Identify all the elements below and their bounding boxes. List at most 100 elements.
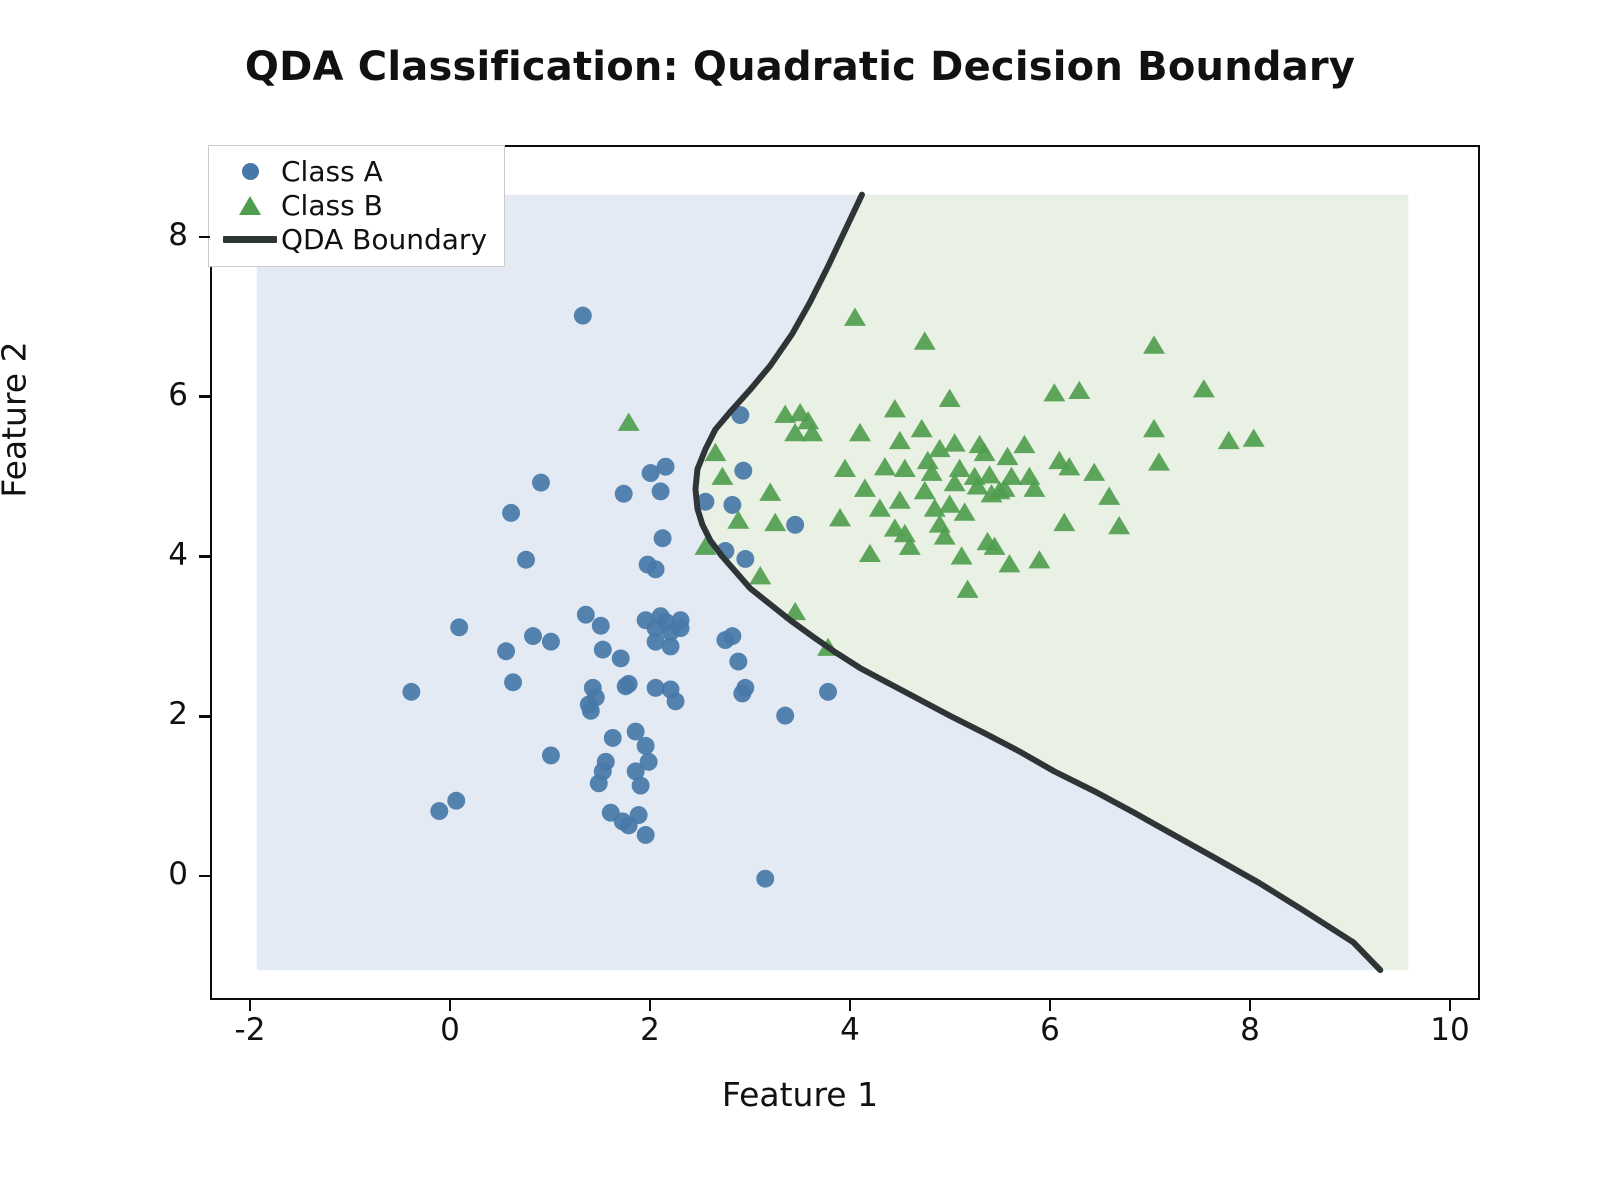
x-tick-mark — [848, 1000, 852, 1011]
data-point — [916, 450, 939, 470]
class-a-marker-icon — [219, 162, 281, 180]
x-tick-mark — [248, 1000, 252, 1011]
x-tick-label: -2 — [234, 1012, 266, 1048]
data-point — [734, 461, 753, 480]
data-point — [450, 618, 469, 637]
data-point — [1143, 418, 1165, 438]
qda-boundary-line — [692, 191, 1384, 974]
data-point — [996, 446, 1019, 466]
data-point — [1013, 434, 1036, 454]
data-point — [1148, 452, 1170, 471]
legend-item-qda-boundary: QDA Boundary — [209, 222, 504, 256]
data-point — [966, 476, 989, 495]
data-point — [1143, 335, 1165, 354]
data-point — [983, 536, 1006, 555]
data-point — [784, 422, 807, 442]
x-tick-label: 6 — [1040, 1012, 1060, 1048]
data-point — [1043, 383, 1066, 402]
data-point — [993, 478, 1016, 497]
data-point — [576, 605, 595, 624]
region-class-b — [695, 194, 1409, 971]
data-point — [653, 529, 672, 548]
legend-item-class-b: Class B — [209, 188, 504, 222]
data-point — [910, 418, 933, 438]
data-point — [913, 480, 936, 500]
chart-title: QDA Classification: Quadratic Decision B… — [244, 44, 1356, 90]
data-point — [920, 462, 943, 481]
y-tick-label: 4 — [168, 536, 188, 573]
data-point — [883, 518, 906, 537]
data-point — [786, 515, 805, 534]
data-point — [671, 619, 690, 638]
data-point — [729, 652, 748, 671]
legend-item-class-a: Class A — [209, 154, 504, 188]
y-tick-mark — [199, 555, 210, 558]
data-point — [749, 566, 772, 585]
x-tick-label: 4 — [840, 1012, 860, 1048]
data-point — [1108, 515, 1131, 535]
y-tick-label: 0 — [168, 856, 188, 893]
boundary-line-icon — [219, 235, 281, 243]
data-point — [963, 466, 986, 485]
x-tick-label: 10 — [1430, 1012, 1470, 1048]
y-tick-mark — [199, 715, 210, 718]
y-tick-label: 8 — [168, 216, 188, 253]
data-point — [517, 550, 535, 569]
legend-label-class-a: Class A — [281, 154, 383, 188]
data-point — [888, 430, 911, 450]
data-point — [1242, 428, 1265, 447]
data-point — [913, 331, 936, 350]
series-class-b — [617, 307, 1265, 656]
x-tick-mark — [648, 1000, 652, 1011]
data-point — [953, 502, 976, 521]
x-tick-label: 2 — [640, 1012, 660, 1048]
x-tick-mark — [448, 1000, 452, 1011]
y-tick-label: 6 — [168, 376, 188, 413]
data-point — [617, 412, 640, 431]
data-point — [774, 404, 797, 423]
data-point — [661, 637, 680, 656]
data-point — [656, 457, 675, 476]
data-point — [736, 678, 755, 697]
series-class-a — [402, 306, 838, 888]
data-point — [1023, 478, 1046, 497]
data-point — [1192, 379, 1215, 398]
data-point — [573, 306, 592, 325]
data-point — [589, 774, 608, 793]
plot-area — [210, 145, 1480, 1000]
data-point — [641, 464, 660, 483]
legend: Class A Class B QDA Boundary — [208, 145, 505, 267]
data-point — [853, 478, 876, 497]
data-point — [956, 579, 979, 598]
x-axis-label: Feature 1 — [721, 1075, 879, 1114]
data-point — [447, 791, 466, 810]
data-point — [858, 543, 881, 563]
data-point — [1217, 430, 1240, 450]
data-point — [764, 512, 787, 532]
data-point — [756, 869, 775, 888]
data-point — [844, 307, 866, 326]
data-point — [819, 682, 838, 701]
data-point — [636, 736, 655, 755]
data-point — [938, 494, 961, 513]
y-axis-label: Feature 2 — [0, 341, 34, 498]
y-tick-mark — [199, 874, 210, 878]
data-point — [694, 536, 717, 555]
data-point — [614, 484, 633, 503]
data-point — [646, 560, 665, 579]
data-point — [723, 627, 742, 646]
data-point — [938, 388, 961, 407]
data-point — [1053, 512, 1076, 532]
y-tick-mark — [199, 235, 210, 239]
data-point — [873, 457, 896, 476]
x-tick-label: 8 — [1240, 1012, 1260, 1048]
plot-canvas — [256, 191, 1409, 974]
data-point — [943, 433, 966, 452]
class-b-marker-icon — [219, 195, 281, 215]
data-point — [1000, 466, 1023, 485]
x-tick-mark — [1048, 1000, 1052, 1011]
data-point — [541, 746, 560, 765]
y-tick-mark — [199, 395, 210, 398]
data-point — [973, 442, 996, 462]
legend-label-qda-boundary: QDA Boundary — [281, 222, 488, 256]
